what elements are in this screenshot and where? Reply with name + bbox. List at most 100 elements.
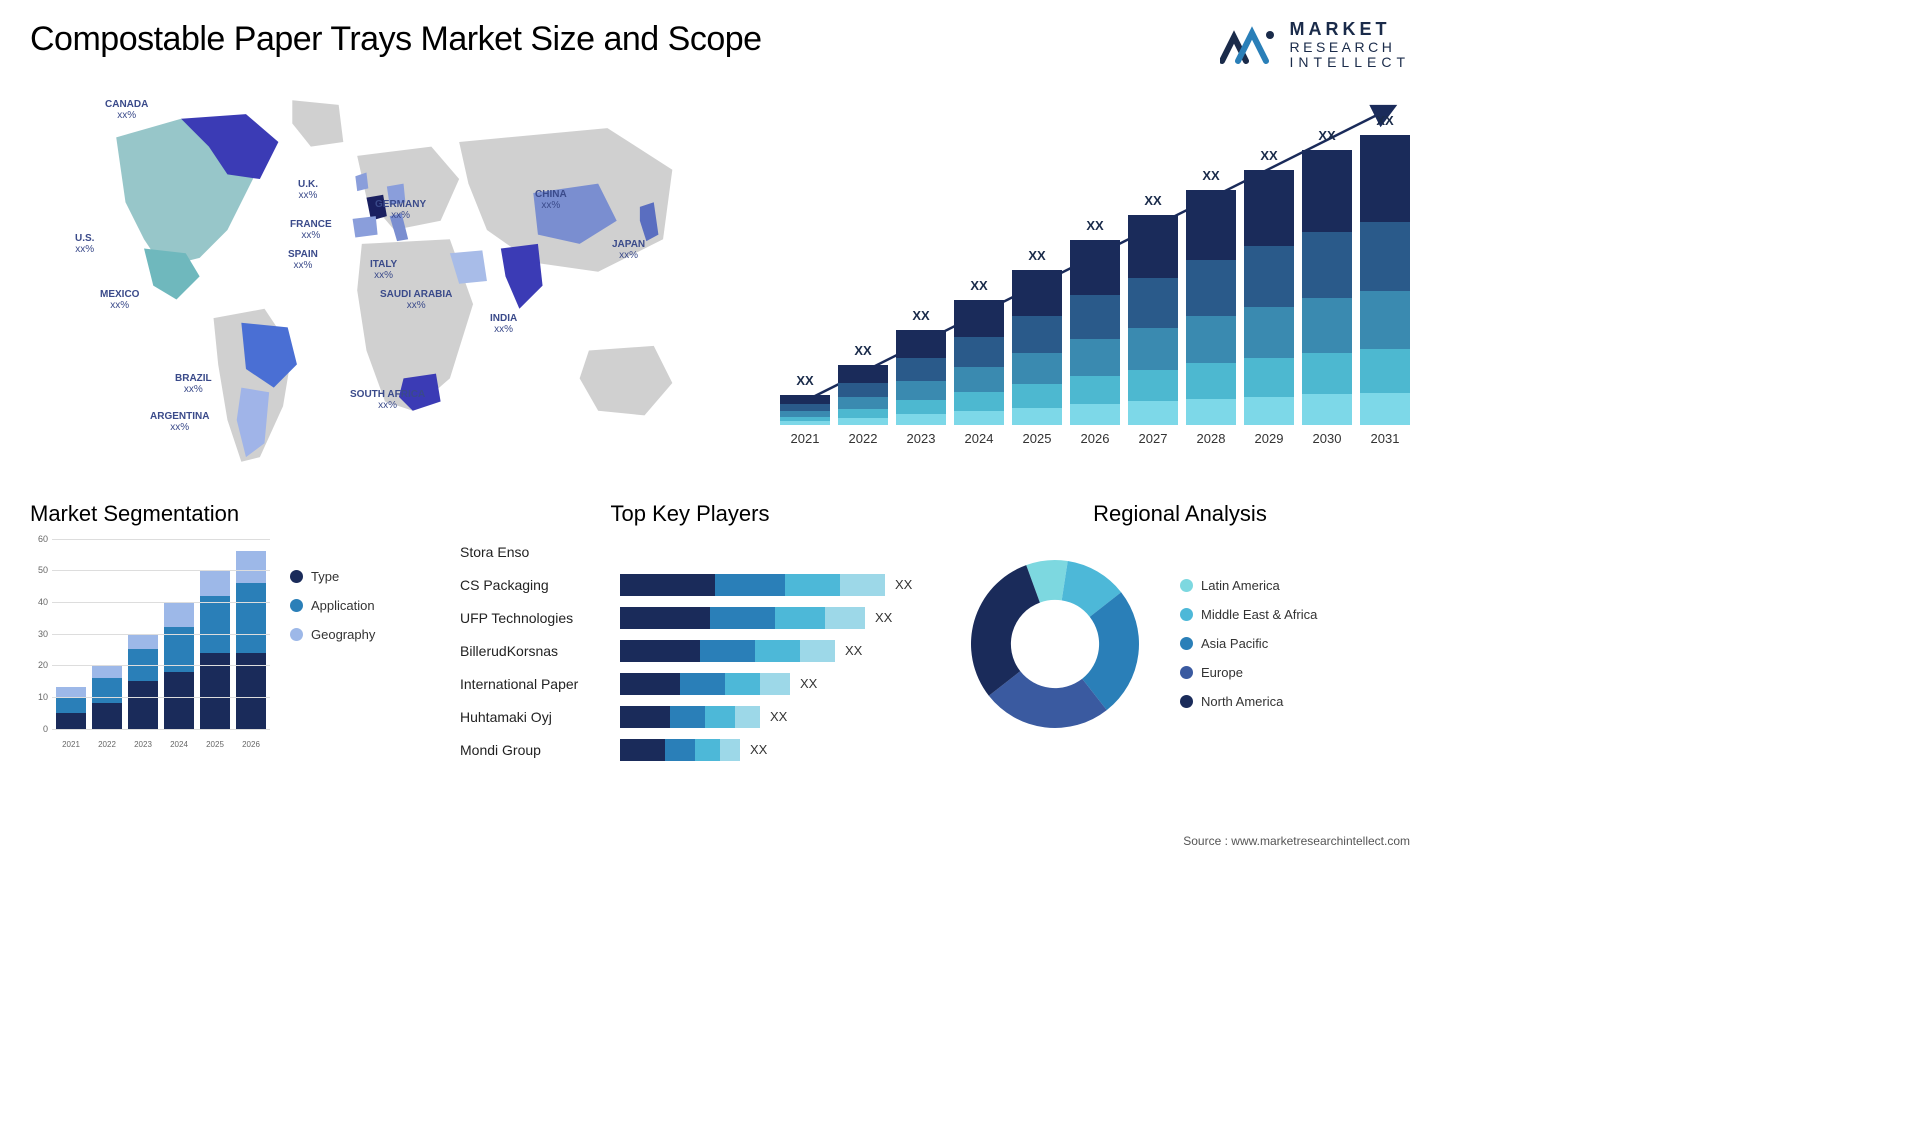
- growth-seg: [1302, 298, 1352, 353]
- growth-seg: [838, 397, 888, 409]
- growth-bar-2030: XX2030: [1302, 150, 1352, 446]
- region-legend-item: Europe: [1180, 665, 1317, 680]
- player-bar-segment: [695, 739, 720, 761]
- player-bar: [620, 607, 865, 629]
- seg-bar-segment: [56, 687, 86, 697]
- growth-seg: [780, 395, 830, 404]
- player-bar-segment: [670, 706, 705, 728]
- growth-seg: [954, 392, 1004, 411]
- seg-gridline: [52, 697, 270, 698]
- segmentation-title: Market Segmentation: [30, 501, 430, 527]
- growth-seg: [1070, 404, 1120, 424]
- player-bar-segment: [735, 706, 760, 728]
- growth-seg: [1070, 339, 1120, 376]
- player-bar-segment: [725, 673, 760, 695]
- map-label-italy: ITALYxx%: [370, 259, 397, 281]
- legend-dot-icon: [1180, 579, 1193, 592]
- seg-bar-segment: [128, 634, 158, 650]
- growth-year-label: 2031: [1371, 431, 1400, 446]
- legend-dot-icon: [290, 570, 303, 583]
- player-row: Huhtamaki OyjXX: [460, 704, 920, 730]
- map-label-argentina: ARGENTINAxx%: [150, 411, 209, 433]
- growth-seg: [954, 367, 1004, 392]
- legend-dot-icon: [1180, 608, 1193, 621]
- growth-year-label: 2023: [907, 431, 936, 446]
- player-bar-segment: [620, 706, 670, 728]
- seg-bar-segment: [56, 713, 86, 729]
- player-bar: [620, 673, 790, 695]
- player-row: Stora Enso: [460, 539, 920, 565]
- player-name: BillerudKorsnas: [460, 643, 620, 659]
- player-bar-segment: [710, 607, 775, 629]
- region-legend-item: Middle East & Africa: [1180, 607, 1317, 622]
- player-value: XX: [750, 742, 767, 757]
- growth-chart: XX2021XX2022XX2023XX2024XX2025XX2026XX20…: [780, 91, 1410, 471]
- growth-seg: [838, 409, 888, 418]
- growth-seg: [1012, 408, 1062, 425]
- growth-bar-2029: XX2029: [1244, 170, 1294, 446]
- growth-seg: [838, 418, 888, 425]
- logo-text-1: MARKET: [1290, 20, 1410, 40]
- map-label-saudi-arabia: SAUDI ARABIAxx%: [380, 289, 452, 311]
- growth-seg: [1360, 291, 1410, 349]
- segmentation-legend: TypeApplicationGeography: [290, 539, 375, 749]
- player-bar-segment: [800, 640, 835, 662]
- growth-bar-label: XX: [796, 373, 813, 388]
- growth-seg: [954, 300, 1004, 338]
- growth-seg: [896, 381, 946, 400]
- player-bar-segment: [680, 673, 725, 695]
- growth-seg: [1244, 358, 1294, 396]
- growth-seg: [1244, 307, 1294, 358]
- region-legend-item: North America: [1180, 694, 1317, 709]
- growth-seg: [896, 358, 946, 381]
- player-bar-segment: [620, 739, 665, 761]
- legend-label: Asia Pacific: [1201, 636, 1268, 651]
- player-bar-segment: [775, 607, 825, 629]
- growth-seg: [1186, 316, 1236, 363]
- seg-ytick: 30: [38, 629, 48, 639]
- growth-year-label: 2026: [1081, 431, 1110, 446]
- logo-text-2: RESEARCH: [1290, 40, 1410, 55]
- player-row: UFP TechnologiesXX: [460, 605, 920, 631]
- seg-bar-segment: [56, 697, 86, 713]
- player-bar: [620, 574, 885, 596]
- seg-bar-segment: [200, 653, 230, 729]
- growth-seg: [1302, 394, 1352, 424]
- growth-seg: [1128, 278, 1178, 328]
- seg-bar-segment: [92, 703, 122, 728]
- seg-ytick: 40: [38, 597, 48, 607]
- growth-year-label: 2024: [965, 431, 994, 446]
- player-bar-segment: [620, 673, 680, 695]
- map-label-china: CHINAxx%: [535, 189, 567, 211]
- page-title: Compostable Paper Trays Market Size and …: [30, 20, 762, 59]
- seg-gridline: [52, 665, 270, 666]
- map-region-india: [501, 244, 543, 309]
- logo-text-3: INTELLECT: [1290, 55, 1410, 70]
- seg-ytick: 10: [38, 692, 48, 702]
- map-svg: [30, 91, 740, 471]
- growth-bar-2027: XX2027: [1128, 215, 1178, 446]
- growth-seg: [1012, 316, 1062, 353]
- seg-bar-segment: [200, 570, 230, 595]
- growth-seg: [896, 330, 946, 359]
- growth-bar-2023: XX2023: [896, 330, 946, 446]
- player-value: XX: [895, 577, 912, 592]
- seg-xlabel: 2022: [92, 740, 122, 749]
- player-bar-segment: [825, 607, 865, 629]
- growth-year-label: 2029: [1255, 431, 1284, 446]
- map-label-spain: SPAINxx%: [288, 249, 318, 271]
- map-label-u-s-: U.S.xx%: [75, 233, 94, 255]
- growth-year-label: 2021: [791, 431, 820, 446]
- legend-dot-icon: [1180, 695, 1193, 708]
- player-name: Mondi Group: [460, 742, 620, 758]
- region-legend-item: Latin America: [1180, 578, 1317, 593]
- map-label-germany: GERMANYxx%: [375, 199, 426, 221]
- player-row: International PaperXX: [460, 671, 920, 697]
- growth-year-label: 2030: [1313, 431, 1342, 446]
- seg-bar-2023: [128, 634, 158, 729]
- logo-icon: [1220, 23, 1280, 67]
- growth-seg: [1012, 270, 1062, 317]
- legend-label: Latin America: [1201, 578, 1280, 593]
- map-region-australia: [580, 345, 673, 415]
- logo: MARKET RESEARCH INTELLECT: [1220, 20, 1410, 71]
